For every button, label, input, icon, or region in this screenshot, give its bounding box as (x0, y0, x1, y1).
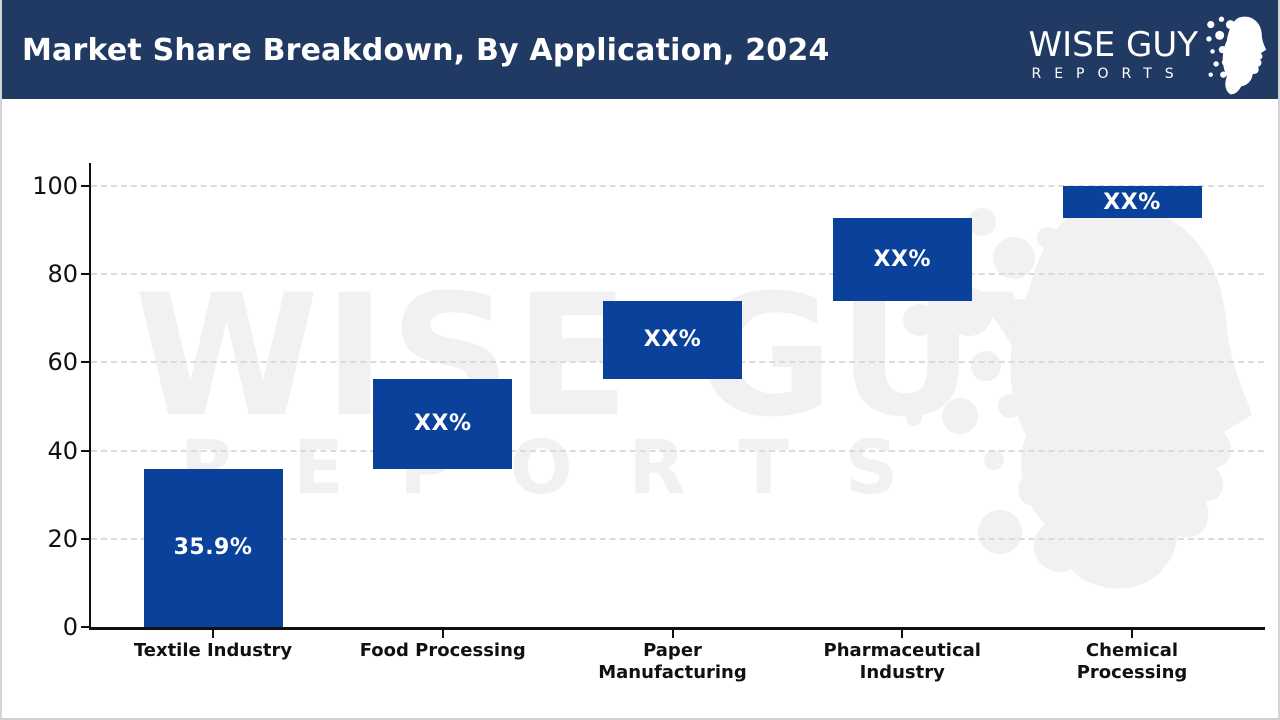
y-tick-label: 100 (32, 172, 78, 200)
y-tick-mark (81, 537, 90, 540)
bar-segment: XX% (603, 300, 742, 379)
y-tick-mark (81, 449, 90, 452)
bar-segment: 35.9% (143, 468, 283, 627)
header-bar: Market Share Breakdown, By Application, … (2, 0, 1278, 99)
y-tick-mark (81, 626, 90, 628)
x-tick-mark (441, 629, 444, 638)
logo-reports-text: REPORTS (1031, 65, 1187, 82)
y-tick-label: 0 (62, 613, 78, 641)
bar-value-label: XX% (643, 327, 702, 353)
bar-segment: XX% (832, 218, 972, 301)
y-gridline (91, 537, 1264, 540)
y-tick-label: 40 (47, 436, 78, 465)
brand-logo: WISE GUY REPORTS (1028, 12, 1268, 98)
logo-wiseguy-text: WISE GUY (1028, 25, 1198, 66)
y-tick-label: 20 (47, 524, 78, 553)
x-tick-label: Paper Manufacturing (598, 640, 747, 683)
x-tick-label: Food Processing (359, 640, 526, 661)
bar-value-label: XX% (1103, 189, 1161, 215)
y-tick-label: 60 (47, 348, 78, 377)
bar-value-label: XX% (873, 246, 931, 272)
x-tick-mark (1131, 629, 1133, 638)
x-tick-mark (212, 629, 214, 638)
x-tick-mark (671, 629, 674, 638)
bar-value-label: 35.9% (173, 535, 253, 561)
y-axis-line (89, 163, 91, 629)
watermark-reports-text: REPORTS (180, 425, 955, 511)
y-gridline (91, 273, 1264, 276)
y-gridline (91, 185, 1264, 187)
x-tick-mark (901, 629, 904, 638)
x-axis-line (89, 627, 1265, 630)
chart-title: Market Share Breakdown, By Application, … (22, 33, 830, 68)
y-gridline (91, 449, 1264, 452)
watermark-dotted-head-icon (903, 205, 1252, 589)
y-tick-label: 80 (47, 260, 78, 289)
x-tick-label: Textile Industry (133, 640, 293, 661)
x-tick-label: Chemical Processing (1076, 640, 1188, 683)
bar-segment: XX% (1062, 186, 1202, 219)
x-tick-label: Pharmaceutical Industry (823, 640, 981, 683)
bar-value-label: XX% (414, 411, 472, 437)
bar-segment: XX% (373, 378, 513, 469)
y-tick-mark (81, 185, 90, 187)
y-tick-mark (81, 361, 90, 364)
logo-dotted-head-icon (1206, 16, 1267, 95)
y-tick-mark (81, 273, 90, 276)
